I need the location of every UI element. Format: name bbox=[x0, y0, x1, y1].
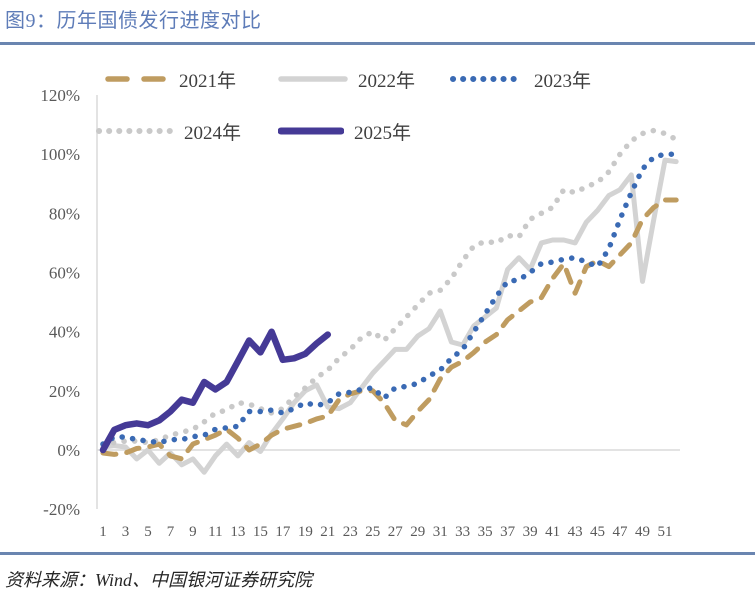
series-line-2024 bbox=[100, 127, 679, 447]
y-axis-tick-label: 120% bbox=[40, 86, 80, 105]
source-note: 资料来源：Wind、中国银河证券研究院 bbox=[5, 570, 313, 590]
x-axis-tick-label: 47 bbox=[613, 524, 629, 540]
x-axis-tick-label: 29 bbox=[410, 524, 425, 540]
legend-swatch-2024 bbox=[96, 128, 174, 134]
legend-label: 2025年 bbox=[354, 122, 412, 144]
x-axis-tick-label: 11 bbox=[208, 524, 222, 540]
y-axis-tick-label: -20% bbox=[43, 500, 80, 519]
legend-swatch-2025 bbox=[278, 127, 344, 135]
x-axis-tick-label: 9 bbox=[189, 524, 197, 540]
title-divider-rule bbox=[0, 42, 755, 45]
y-axis-tick-label: 20% bbox=[49, 382, 80, 401]
legend-item-2022: 2022年 bbox=[278, 64, 415, 94]
y-axis-tick-label: 60% bbox=[49, 264, 80, 283]
page-title: 图9：历年国债发行进度对比 bbox=[5, 10, 262, 32]
x-axis-tick-label: 19 bbox=[298, 524, 313, 540]
x-axis-tick-label: 23 bbox=[343, 524, 358, 540]
legend-item-2023: 2023年 bbox=[450, 64, 591, 94]
legend-label: 2024年 bbox=[184, 122, 242, 144]
x-axis-tick-label: 33 bbox=[455, 524, 470, 540]
x-axis-tick-label: 45 bbox=[590, 524, 605, 540]
y-axis-tick-label: 40% bbox=[49, 323, 80, 342]
x-axis-tick-label: 43 bbox=[568, 524, 583, 540]
series-line-2021 bbox=[100, 197, 679, 462]
x-axis-tick-label: 5 bbox=[144, 524, 152, 540]
x-axis-tick-label: 17 bbox=[275, 524, 291, 540]
x-axis-tick-label: 21 bbox=[320, 524, 335, 540]
x-axis-tick-label: 41 bbox=[545, 524, 560, 540]
x-axis-tick-label: 3 bbox=[122, 524, 130, 540]
legend-swatch-2023 bbox=[450, 76, 524, 82]
x-axis-tick-label: 13 bbox=[230, 524, 245, 540]
legend-label: 2021年 bbox=[179, 70, 237, 92]
legend-item-2024: 2024年 bbox=[96, 116, 241, 146]
footer-divider-rule bbox=[0, 552, 755, 555]
series-line-2025 bbox=[99, 328, 332, 454]
x-axis-tick-label: 51 bbox=[658, 524, 673, 540]
legend-item-2021: 2021年 bbox=[105, 64, 236, 94]
x-axis-tick-label: 37 bbox=[500, 524, 516, 540]
legend-swatch-2021 bbox=[105, 76, 169, 82]
x-axis-tick-label: 39 bbox=[523, 524, 538, 540]
series-line-2022 bbox=[100, 157, 679, 475]
series-line-2023 bbox=[100, 151, 679, 447]
x-axis-tick-label: 1 bbox=[99, 524, 107, 540]
legend-label: 2022年 bbox=[358, 70, 416, 92]
x-axis-tick-label: 35 bbox=[478, 524, 493, 540]
legend-item-2025: 2025年 bbox=[278, 116, 411, 146]
y-axis-tick-label: 100% bbox=[40, 145, 80, 164]
x-axis-tick-label: 25 bbox=[365, 524, 380, 540]
x-axis-tick-label: 27 bbox=[388, 524, 404, 540]
legend-swatch-2022 bbox=[278, 76, 348, 82]
x-axis-tick-label: 15 bbox=[253, 524, 268, 540]
x-axis-tick-label: 31 bbox=[433, 524, 448, 540]
legend-label: 2023年 bbox=[534, 70, 592, 92]
x-axis-tick-label: 49 bbox=[635, 524, 650, 540]
y-axis-tick-label: 0% bbox=[57, 441, 80, 460]
x-axis-tick-label: 7 bbox=[167, 524, 175, 540]
y-axis-tick-label: 80% bbox=[49, 204, 80, 223]
